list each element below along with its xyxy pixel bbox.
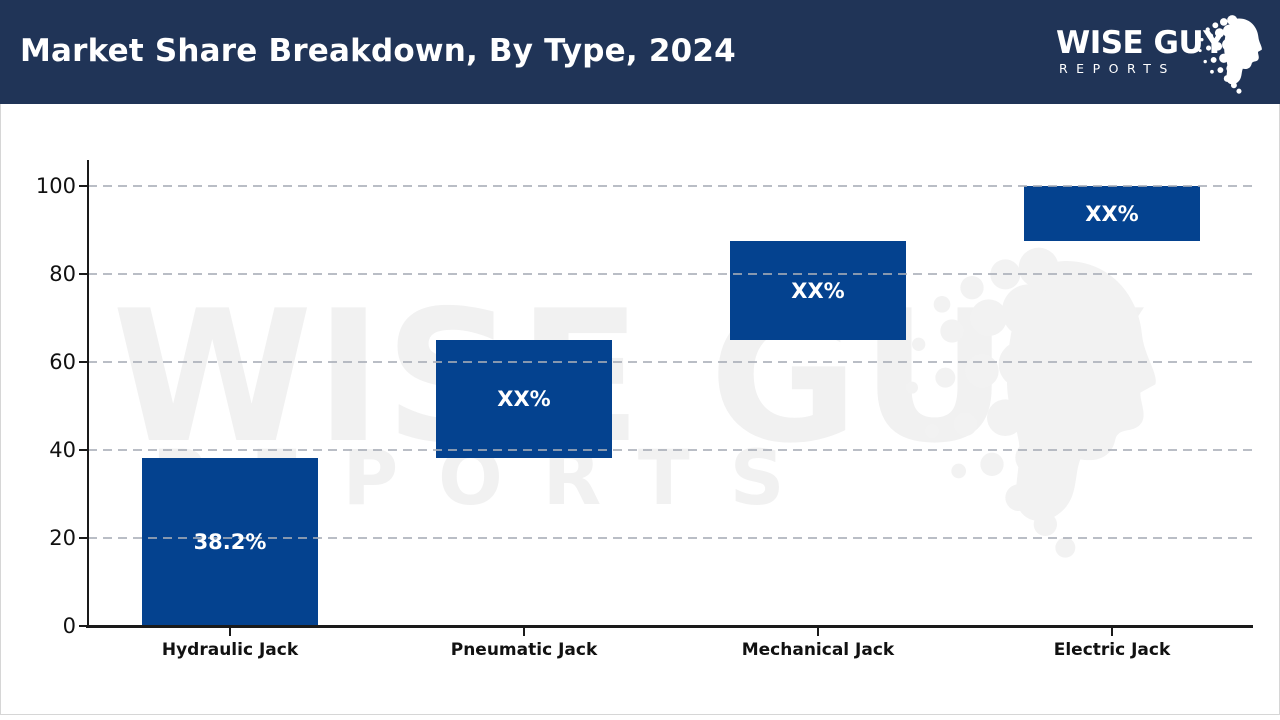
x-axis-tick-label-electric-jack: Electric Jack — [1053, 640, 1171, 660]
x-axis-tick-label-pneumatic-jack: Pneumatic Jack — [450, 640, 598, 660]
brand-wordmark-line2: REPORTS — [1059, 61, 1176, 76]
y-axis-tick-label: 80 — [49, 262, 76, 286]
y-axis-tick-label: 60 — [49, 350, 76, 374]
page-title: Market Share Breakdown, By Type, 2024 — [20, 33, 736, 69]
bar-value-label-pneumatic-jack: XX% — [497, 386, 551, 411]
bar-electric-jack — [1024, 186, 1200, 241]
bar-mechanical-jack — [730, 241, 906, 340]
gridline-80 — [88, 273, 1253, 275]
gridline-20 — [88, 537, 1253, 539]
y-tick-mark — [79, 537, 87, 539]
brand-wordmark-line1: WISE GUY — [1056, 25, 1226, 61]
dotted-head-icon — [1198, 15, 1262, 94]
y-tick-mark — [79, 625, 87, 627]
x-tick-mark — [1111, 628, 1113, 636]
x-axis-tick-label-hydraulic-jack: Hydraulic Jack — [161, 640, 299, 660]
x-tick-mark — [229, 628, 231, 636]
y-tick-mark — [79, 449, 87, 451]
bar-value-label-hydraulic-jack: 38.2% — [193, 529, 267, 554]
y-tick-mark — [79, 273, 87, 275]
gridline-40 — [88, 449, 1253, 451]
brand-logo: WISE GUY REPORTS — [1026, 4, 1266, 100]
x-tick-mark — [817, 628, 819, 636]
axis-spine-left — [87, 160, 89, 628]
y-tick-mark — [79, 361, 87, 363]
bar-value-label-mechanical-jack: XX% — [791, 278, 845, 303]
bar-hydraulic-jack — [142, 457, 318, 626]
y-axis-tick-label: 40 — [49, 438, 76, 462]
y-axis-tick-label: 0 — [62, 614, 76, 638]
brand-wordmark: WISE GUY REPORTS — [1056, 25, 1226, 76]
x-tick-mark — [523, 628, 525, 636]
axis-spine-bottom — [86, 625, 1253, 628]
header-band: Market Share Breakdown, By Type, 2024 WI… — [0, 0, 1280, 104]
bar-value-label-electric-jack: XX% — [1085, 201, 1139, 226]
y-axis-tick-label: 100 — [35, 174, 76, 198]
bar-pneumatic-jack — [436, 340, 612, 458]
x-axis-tick-label-mechanical-jack: Mechanical Jack — [741, 640, 895, 660]
y-axis-tick-label: 20 — [49, 526, 76, 550]
gridline-60 — [88, 361, 1253, 363]
y-tick-mark — [79, 185, 87, 187]
gridline-100 — [88, 185, 1253, 187]
